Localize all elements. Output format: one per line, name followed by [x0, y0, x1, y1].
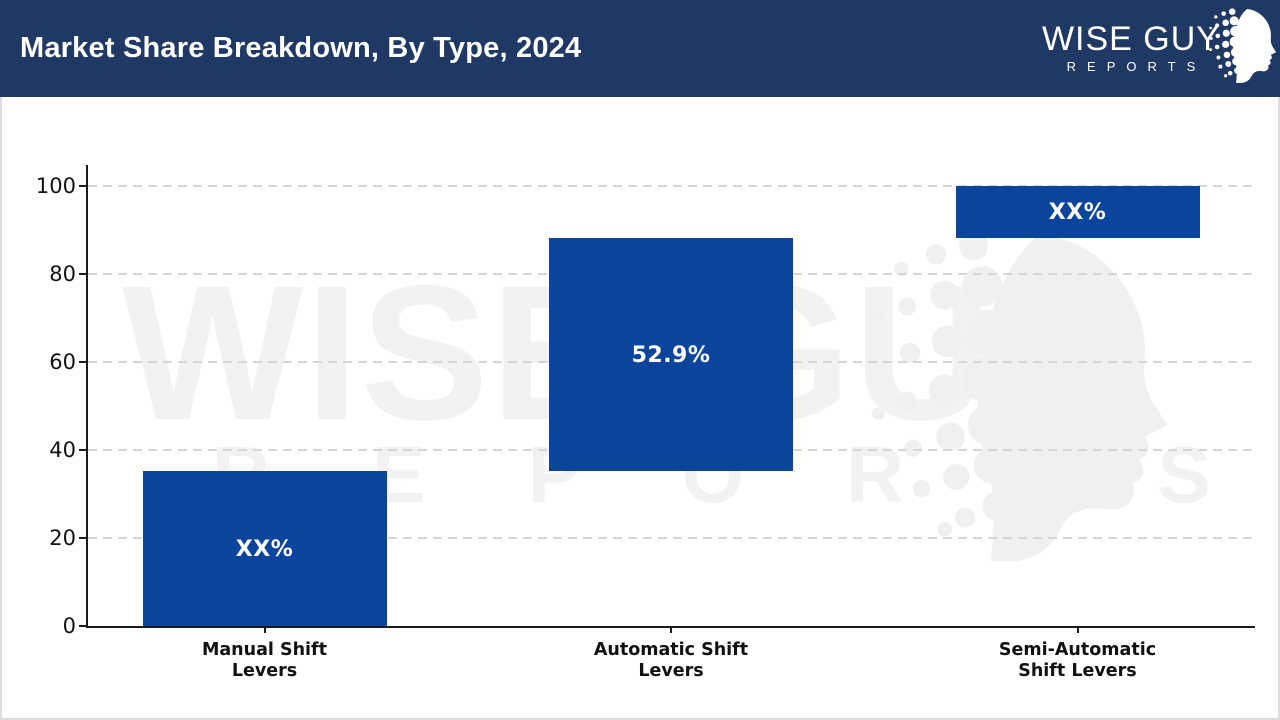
y-tick-mark — [79, 537, 86, 539]
x-category-label-line: Shift Levers — [1018, 661, 1137, 681]
page-title: Market Share Breakdown, By Type, 2024 — [20, 32, 582, 64]
y-tick-mark — [79, 449, 86, 451]
wise-guy-reports-logo: WISE GUY REPORTS — [1042, 6, 1278, 88]
y-tick-mark — [79, 185, 86, 187]
y-tick-label: 80 — [49, 262, 76, 286]
watermark-head-icon — [871, 231, 1168, 561]
y-axis-spine — [86, 165, 88, 628]
x-category-label-line: Levers — [638, 661, 704, 681]
bar-segment-2 — [549, 238, 793, 472]
logo-subtitle: REPORTS — [1066, 58, 1207, 74]
y-tick-label: 0 — [62, 614, 76, 638]
y-tick-mark — [79, 625, 86, 627]
x-tick-mark — [263, 626, 266, 633]
x-category-label: Semi-Automatic Shift Levers — [928, 640, 1228, 682]
x-tick-mark — [670, 626, 672, 633]
y-tick-mark — [79, 273, 86, 275]
x-category-label: Automatic Shift Levers — [521, 640, 821, 682]
x-category-label-line: Manual Shift — [201, 640, 328, 660]
x-tick-mark — [1076, 626, 1079, 633]
plot-area: XX% 52.9% XX% — [88, 165, 1253, 626]
x-category-label: Manual Shift Levers — [115, 640, 415, 682]
y-tick-label: 100 — [35, 174, 76, 198]
gridline-100 — [88, 185, 1253, 187]
y-tick-label: 40 — [49, 438, 76, 462]
x-category-label-line: Semi-Automatic — [998, 640, 1157, 660]
bar-segment-1 — [142, 471, 387, 626]
header: Market Share Breakdown, By Type, 2024 WI… — [0, 0, 1280, 97]
y-tick-label: 20 — [49, 526, 76, 550]
bar-value-label: 52.9% — [631, 342, 711, 368]
x-category-label-line: Levers — [231, 661, 298, 681]
y-tick-label: 60 — [49, 350, 76, 374]
bar-value-label: XX% — [1048, 200, 1107, 226]
logo-name: WISE GUY — [1041, 19, 1220, 58]
bar-segment-3 — [955, 186, 1200, 239]
y-tick-mark — [79, 361, 86, 363]
gridline-20 — [88, 537, 1253, 539]
logo-text: WISE GUY REPORTS — [1042, 22, 1220, 73]
bar-value-label: XX% — [235, 536, 294, 562]
dotted-head-icon — [1209, 8, 1277, 84]
x-category-label-line: Automatic Shift — [593, 640, 749, 660]
